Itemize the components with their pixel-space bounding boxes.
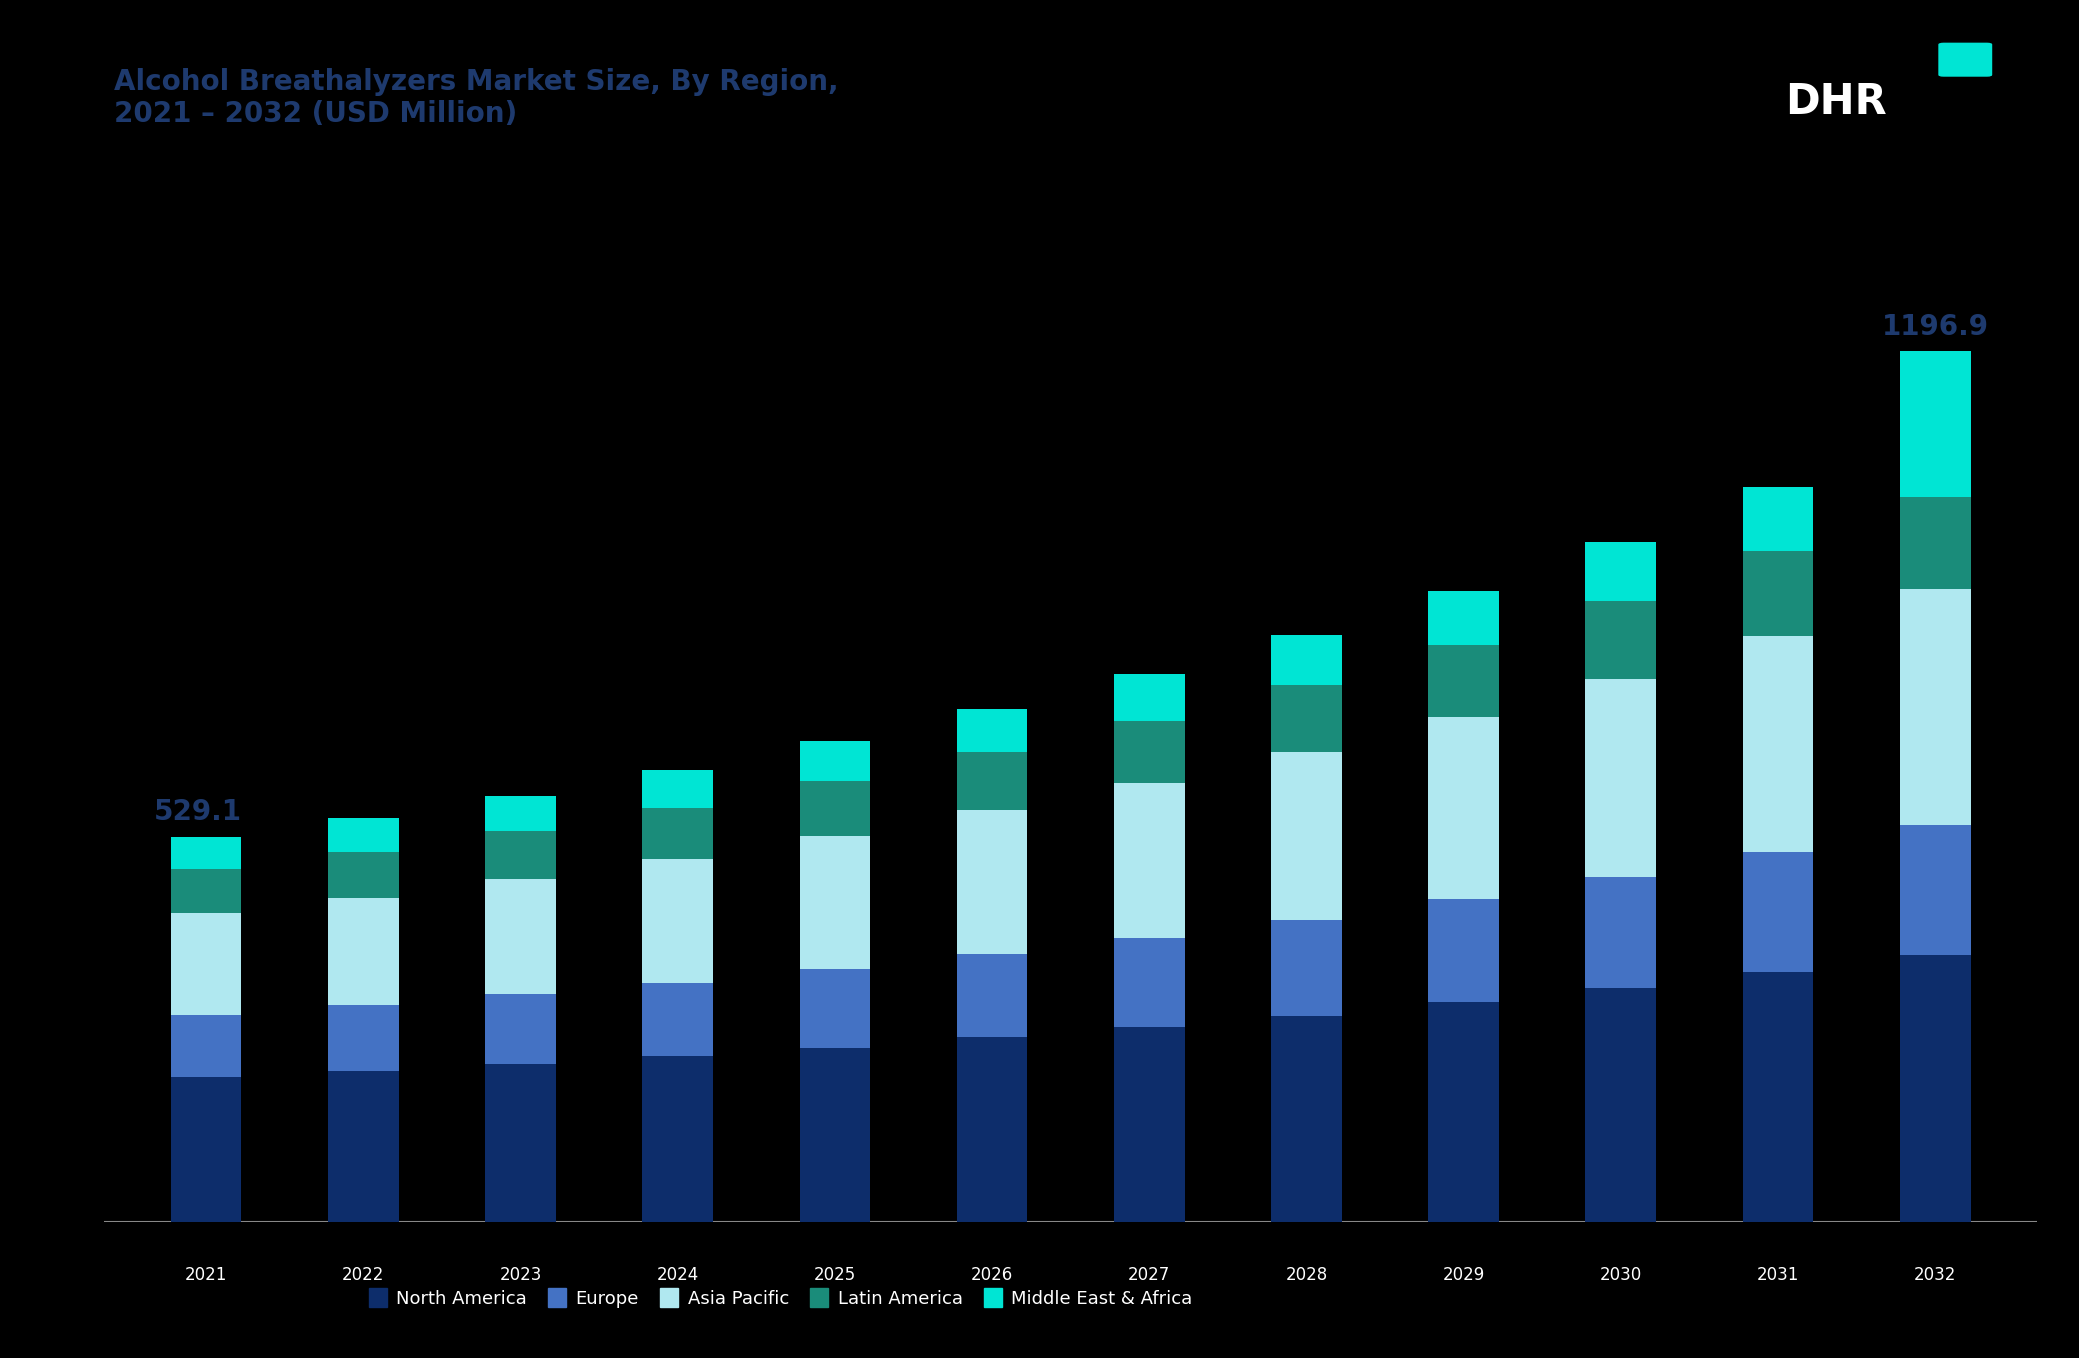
Text: 2024: 2024 — [657, 1266, 699, 1283]
Bar — [1428, 645, 1499, 717]
Bar — [1428, 717, 1499, 899]
Bar — [1114, 938, 1185, 1027]
Bar — [484, 831, 555, 880]
Bar — [1114, 1027, 1185, 1222]
Text: 2023: 2023 — [499, 1266, 543, 1283]
Legend: North America, Europe, Asia Pacific, Latin America, Middle East & Africa: North America, Europe, Asia Pacific, Lat… — [362, 1281, 1200, 1315]
Bar — [170, 838, 241, 869]
Text: DHR: DHR — [1786, 81, 1886, 122]
Bar — [170, 869, 241, 913]
Bar — [642, 1057, 713, 1222]
Bar — [1900, 826, 1971, 955]
Bar — [1428, 591, 1499, 645]
Bar — [1742, 972, 1813, 1222]
Bar — [1586, 602, 1657, 679]
Bar — [1900, 588, 1971, 826]
Bar — [170, 913, 241, 1014]
Bar — [328, 851, 399, 898]
Text: 1196.9: 1196.9 — [1881, 312, 1990, 341]
Bar — [484, 1063, 555, 1222]
Bar — [1742, 636, 1813, 851]
Bar — [328, 1071, 399, 1222]
Text: 2029: 2029 — [1443, 1266, 1484, 1283]
Text: 2032: 2032 — [1915, 1266, 1956, 1283]
Bar — [642, 983, 713, 1057]
Text: 529.1: 529.1 — [154, 799, 243, 827]
Bar — [1270, 636, 1341, 686]
Text: 2031: 2031 — [1757, 1266, 1798, 1283]
Bar — [800, 837, 871, 970]
Bar — [484, 880, 555, 994]
Bar — [1270, 686, 1341, 752]
Bar — [642, 770, 713, 808]
Bar — [1742, 851, 1813, 972]
Bar — [956, 1038, 1027, 1222]
Text: 2025: 2025 — [813, 1266, 857, 1283]
Text: 2027: 2027 — [1129, 1266, 1170, 1283]
Bar — [956, 752, 1027, 811]
Bar — [1586, 679, 1657, 877]
Bar — [328, 898, 399, 1005]
Bar — [1270, 919, 1341, 1016]
Bar — [1114, 675, 1185, 721]
Bar — [1586, 989, 1657, 1222]
Bar — [1428, 1002, 1499, 1222]
Bar — [956, 953, 1027, 1038]
Text: 2026: 2026 — [971, 1266, 1012, 1283]
Bar — [1114, 784, 1185, 938]
Bar — [170, 1077, 241, 1222]
Bar — [800, 740, 871, 781]
Bar — [1742, 551, 1813, 636]
Text: 2030: 2030 — [1599, 1266, 1642, 1283]
Text: 2021: 2021 — [185, 1266, 227, 1283]
Bar — [1270, 752, 1341, 919]
Bar — [1900, 352, 1971, 497]
Bar — [800, 1047, 871, 1222]
Text: 2028: 2028 — [1285, 1266, 1328, 1283]
Bar — [170, 1014, 241, 1077]
Bar — [1270, 1016, 1341, 1222]
Text: Alcohol Breathalyzers Market Size, By Region,
2021 – 2032 (USD Million): Alcohol Breathalyzers Market Size, By Re… — [114, 68, 840, 128]
Bar — [800, 781, 871, 837]
Bar — [1586, 542, 1657, 602]
Bar — [642, 860, 713, 983]
Bar — [956, 811, 1027, 953]
Bar — [1428, 899, 1499, 1002]
Bar — [800, 970, 871, 1047]
Bar — [1900, 955, 1971, 1222]
Bar — [484, 994, 555, 1063]
Bar — [484, 796, 555, 831]
Bar — [956, 709, 1027, 752]
FancyBboxPatch shape — [1938, 42, 1994, 77]
Bar — [642, 808, 713, 860]
Bar — [328, 819, 399, 851]
Bar — [328, 1005, 399, 1071]
Bar — [1114, 721, 1185, 784]
Bar — [1900, 497, 1971, 588]
Bar — [1742, 488, 1813, 551]
Text: 2022: 2022 — [343, 1266, 385, 1283]
Bar — [1586, 877, 1657, 989]
